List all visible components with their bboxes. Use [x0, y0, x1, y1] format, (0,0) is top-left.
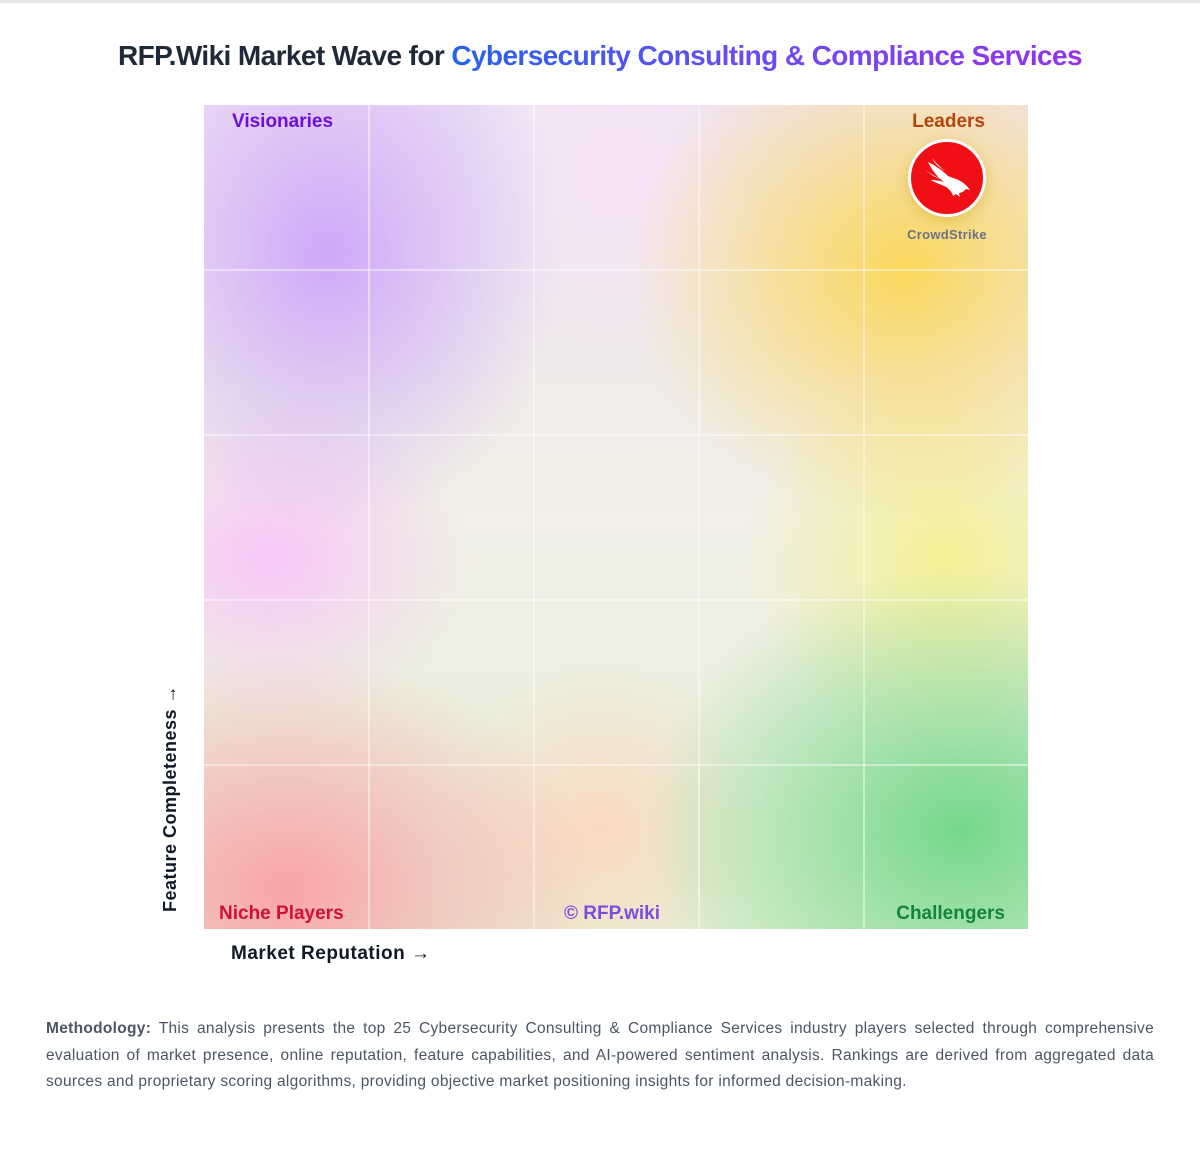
methodology-text: This analysis presents the top 25 Cybers…	[46, 1020, 1154, 1090]
watermark: © RFP.wiki	[564, 903, 661, 924]
grid-line	[863, 105, 865, 929]
title-category: Cybersecurity Consulting & Compliance Se…	[451, 40, 1082, 71]
quadrant-gradient	[204, 105, 1028, 929]
grid-line	[204, 599, 1028, 601]
quadrant-label-niche-players: Niche Players	[219, 903, 344, 924]
vendor-point-crowdstrike[interactable]: CrowdStrike	[902, 139, 992, 242]
quadrant-label-visionaries: Visionaries	[232, 111, 334, 132]
top-divider	[0, 0, 1200, 3]
vendor-logo[interactable]	[908, 139, 986, 217]
quadrant-label-challengers: Challengers	[896, 903, 1005, 924]
vendor-name: CrowdStrike	[907, 227, 987, 242]
grid-line	[204, 269, 1028, 271]
y-axis-label: Feature Completeness →	[160, 684, 180, 912]
quadrant-label-leaders: Leaders	[912, 111, 985, 132]
falcon-icon	[926, 158, 970, 197]
grid-line	[533, 105, 535, 929]
title-prefix: RFP.Wiki Market Wave for	[118, 40, 452, 71]
page-title: RFP.Wiki Market Wave for Cybersecurity C…	[0, 40, 1200, 72]
grid-line	[204, 764, 1028, 766]
grid-line	[204, 434, 1028, 436]
x-axis-label: Market Reputation →	[231, 943, 431, 964]
grid-line	[698, 105, 700, 929]
grid-line	[368, 105, 370, 929]
market-wave-chart: Visionaries Leaders Niche Players Challe…	[204, 105, 1028, 929]
methodology-note: Methodology: This analysis presents the …	[46, 1016, 1154, 1096]
methodology-label: Methodology:	[46, 1020, 152, 1037]
